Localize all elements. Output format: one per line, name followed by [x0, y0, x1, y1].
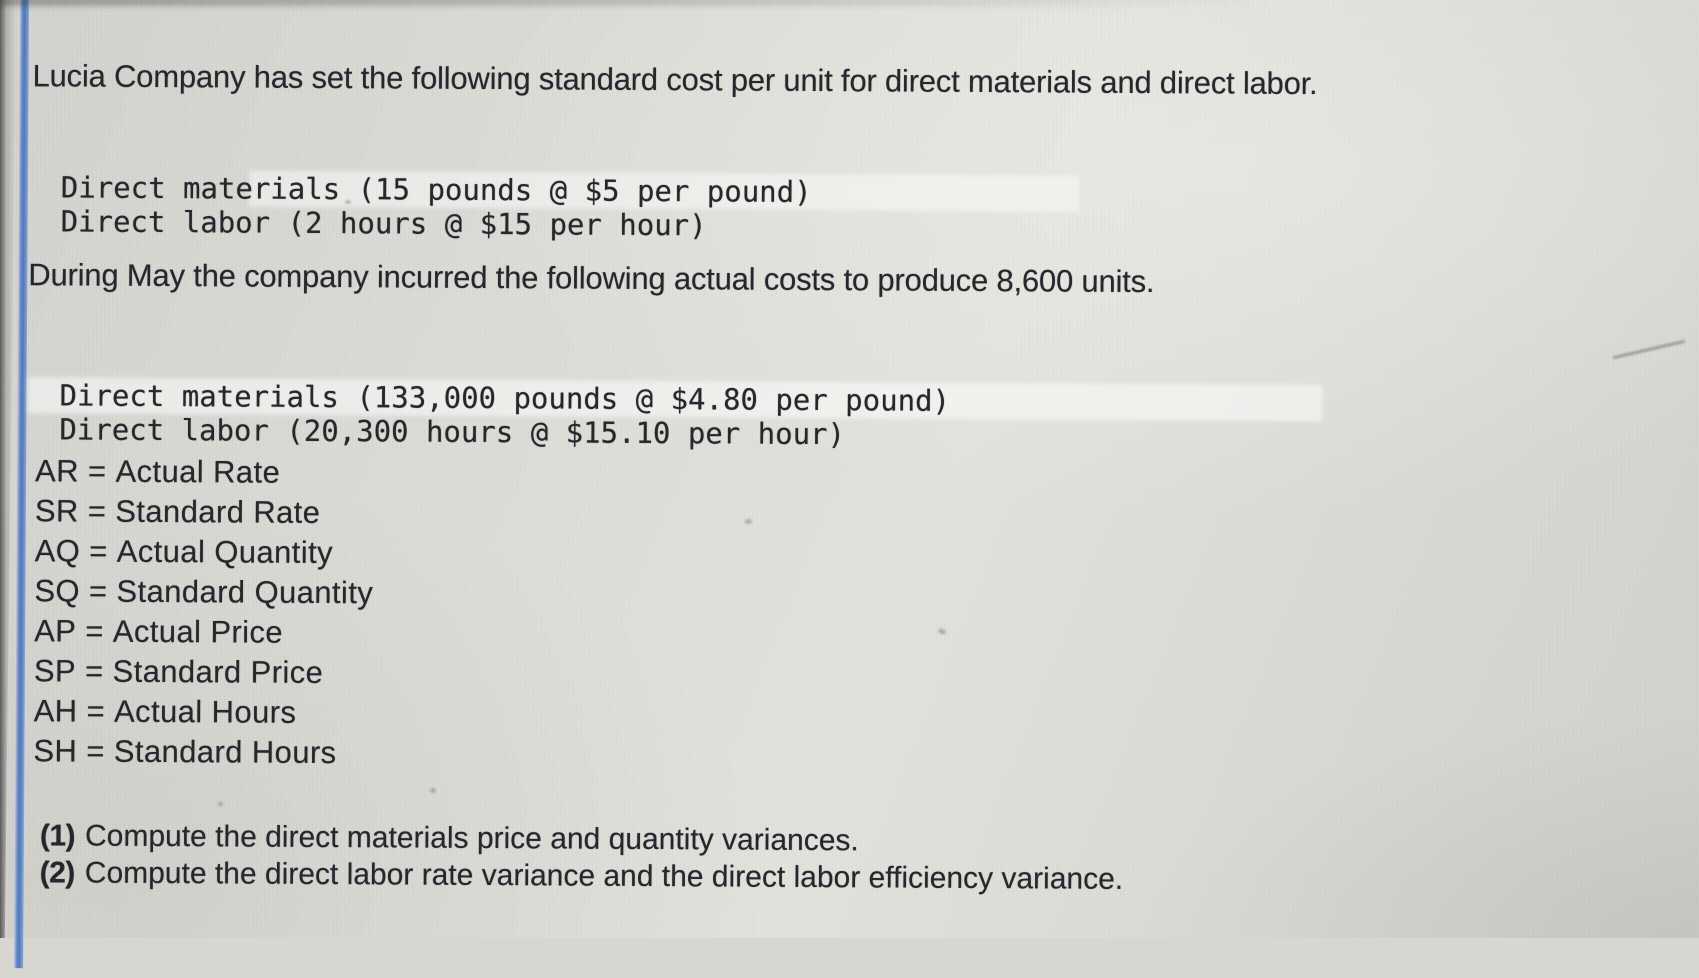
- legend-meaning: Standard Rate: [115, 493, 321, 530]
- dust-speck: [745, 519, 752, 524]
- legend-abbr: AQ: [34, 533, 81, 569]
- legend-meaning: Standard Quantity: [116, 573, 374, 611]
- legend-line-aq: AQ = Actual Quantity: [35, 531, 374, 573]
- requirement-2: (2) Compute the direct labor rate varianc…: [40, 854, 1124, 898]
- legend-abbr: AP: [34, 613, 77, 649]
- legend-abbr: SP: [33, 653, 77, 689]
- legend-line-ar: AR = Actual Rate: [35, 451, 374, 493]
- legend-line-sp: SP = Standard Price: [34, 651, 373, 693]
- dust-speck: [430, 788, 436, 793]
- intro-paragraph-standard: Lucia Company has set the following stan…: [32, 58, 1318, 102]
- equals-sign: =: [88, 573, 108, 609]
- equals-sign: =: [86, 693, 106, 729]
- actual-materials-label: Direct materials (133,000 pounds @ $4.80…: [59, 378, 951, 418]
- equals-sign: =: [86, 733, 105, 769]
- screen-texture: [0, 0, 1699, 938]
- legend-meaning: Standard Hours: [113, 733, 337, 771]
- equals-sign: =: [87, 453, 107, 489]
- dust-speck: [218, 802, 223, 806]
- equals-sign: =: [85, 613, 104, 649]
- equals-sign: =: [89, 533, 108, 569]
- requirement-1-text: Compute the direct materials price and q…: [84, 819, 859, 858]
- legend-meaning: Actual Rate: [115, 453, 281, 490]
- legend-meaning: Actual Quantity: [116, 533, 334, 571]
- legend-line-sq: SQ = Standard Quantity: [34, 571, 373, 613]
- legend-meaning: Standard Price: [112, 653, 324, 690]
- legend-meaning: Actual Price: [112, 613, 284, 650]
- legend-abbr: SQ: [34, 573, 81, 609]
- actual-labor-label: Direct labor (20,300 hours @ $15.10 per …: [59, 412, 846, 452]
- requirement-1-number: (1): [39, 819, 76, 853]
- dust-speck: [345, 200, 351, 204]
- requirements-list: (1) Compute the direct materials price an…: [40, 817, 1124, 898]
- standard-materials-label: Direct materials (15 pounds @ $5 per pou…: [60, 170, 812, 209]
- equals-sign: =: [84, 653, 104, 689]
- legend-line-ap: AP = Actual Price: [34, 611, 373, 653]
- legend-abbr: SR: [34, 493, 79, 529]
- legend-meaning: Actual Hours: [113, 693, 297, 730]
- intro-paragraph-actual: During May the company incurred the foll…: [28, 257, 1155, 300]
- legend-line-sr: SR = Standard Rate: [35, 491, 374, 533]
- photo-background: [0, 0, 1699, 938]
- legend-line-ah: AH = Actual Hours: [34, 691, 373, 733]
- equals-sign: =: [87, 493, 107, 529]
- legend-line-sh: SH = Standard Hours: [33, 731, 372, 773]
- requirement-2-number: (2): [39, 856, 75, 890]
- legend-abbr: SH: [33, 733, 78, 769]
- standard-labor-label: Direct labor (2 hours @ $15 per hour): [60, 204, 707, 243]
- legend-abbr: AH: [33, 693, 78, 729]
- requirement-2-text: Compute the direct labor rate variance a…: [84, 856, 1124, 896]
- abbreviation-legend: AR = Actual Rate SR = Standard Rate AQ = Actua…: [33, 451, 374, 773]
- legend-abbr: AR: [35, 453, 80, 489]
- photo-top-edge: [0, 0, 1699, 6]
